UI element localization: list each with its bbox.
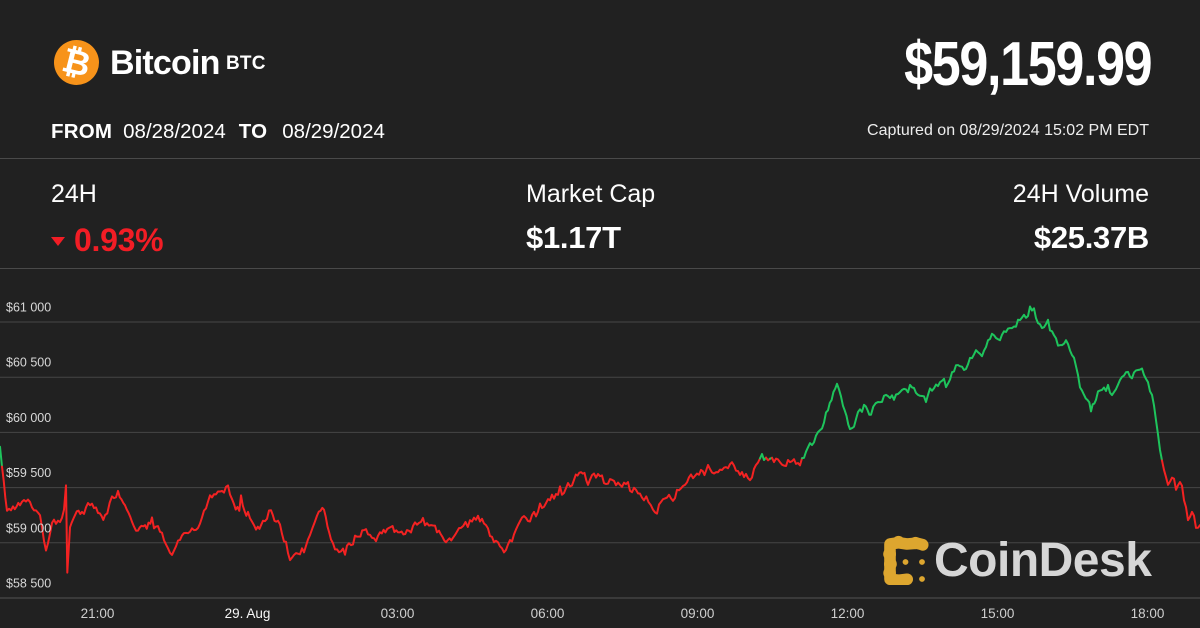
date-range: FROM 08/28/2024 TO 08/29/2024 [51,120,385,144]
bitcoin-logo-icon: ₿ [54,40,99,85]
coindesk-icon [883,535,929,585]
coindesk-icon-dot [919,576,925,582]
to-label: TO [238,120,268,143]
to-date: 08/29/2024 [282,120,385,143]
stat-market-cap: Market Cap $1.17T [526,181,655,254]
stat-24h-value: 0.93% [74,222,164,258]
x-tick-label: 15:00 [981,606,1015,621]
divider-bottom [0,268,1200,269]
price-line-down-segment [771,456,803,468]
y-tick-label: $60 500 [6,356,51,370]
coindesk-wordmark: CoinDesk [934,534,1152,587]
x-tick-label: 06:00 [531,606,565,621]
volume-value: $25.37B [1033,220,1149,255]
coindesk-icon-dot [902,559,909,565]
x-tick-label: 09:00 [681,606,715,621]
coindesk-icon-dot [893,574,905,585]
market-cap-value: $1.17T [526,220,621,255]
y-tick-label: $59 500 [6,466,51,480]
captured-timestamp: Captured on 08/29/2024 15:02 PM EDT [867,122,1149,139]
coindesk-icon-dot [883,547,896,561]
coin-name: Bitcoin [110,44,220,82]
coindesk-icon-dot [919,559,925,565]
coindesk-icon-dot [892,535,905,549]
y-tick-label: $59 000 [6,521,51,535]
price-line-up-segment [801,305,1163,462]
x-tick-label: 03:00 [381,606,415,621]
price-line-down-segment [1,457,761,574]
price-chart: $61 000 $60 500 $60 000 $59 500 $59 000 $58 5… [0,301,1200,621]
coindesk-icon-dot [902,573,913,585]
x-tick-label: 18:00 [1131,606,1165,621]
price-line-down-segment [1161,459,1200,529]
stat-24h-label: 24H [51,180,97,208]
y-tick-label: $60 000 [6,411,51,425]
down-arrow-icon [51,237,65,246]
bitcoin-glyph: ₿ [58,39,95,86]
y-tick-label: $58 500 [6,577,51,591]
stat-24h-change: 24H 0.93% [51,180,164,258]
stat-24h-volume: 24H Volume $25.37B [1012,180,1150,255]
divider-top [0,158,1200,159]
coindesk-watermark: CoinDesk [883,534,1152,587]
price-line-up-segment [759,452,767,461]
volume-label: 24H Volume [1012,180,1149,208]
y-tick-label: $61 000 [6,301,51,315]
x-tick-label: 29. Aug [225,606,271,621]
x-tick-label: 12:00 [831,606,865,621]
coindesk-icon-dot [883,566,896,580]
coindesk-icon-dot [917,539,929,551]
coin-symbol: BTC [226,53,266,74]
x-tick-label: 21:00 [81,606,115,621]
from-label: FROM [51,120,113,143]
market-cap-label: Market Cap [526,180,656,208]
from-date: 08/28/2024 [123,120,226,143]
current-price: $59,159.99 [903,30,1153,99]
price-line-up-segment [0,445,3,468]
